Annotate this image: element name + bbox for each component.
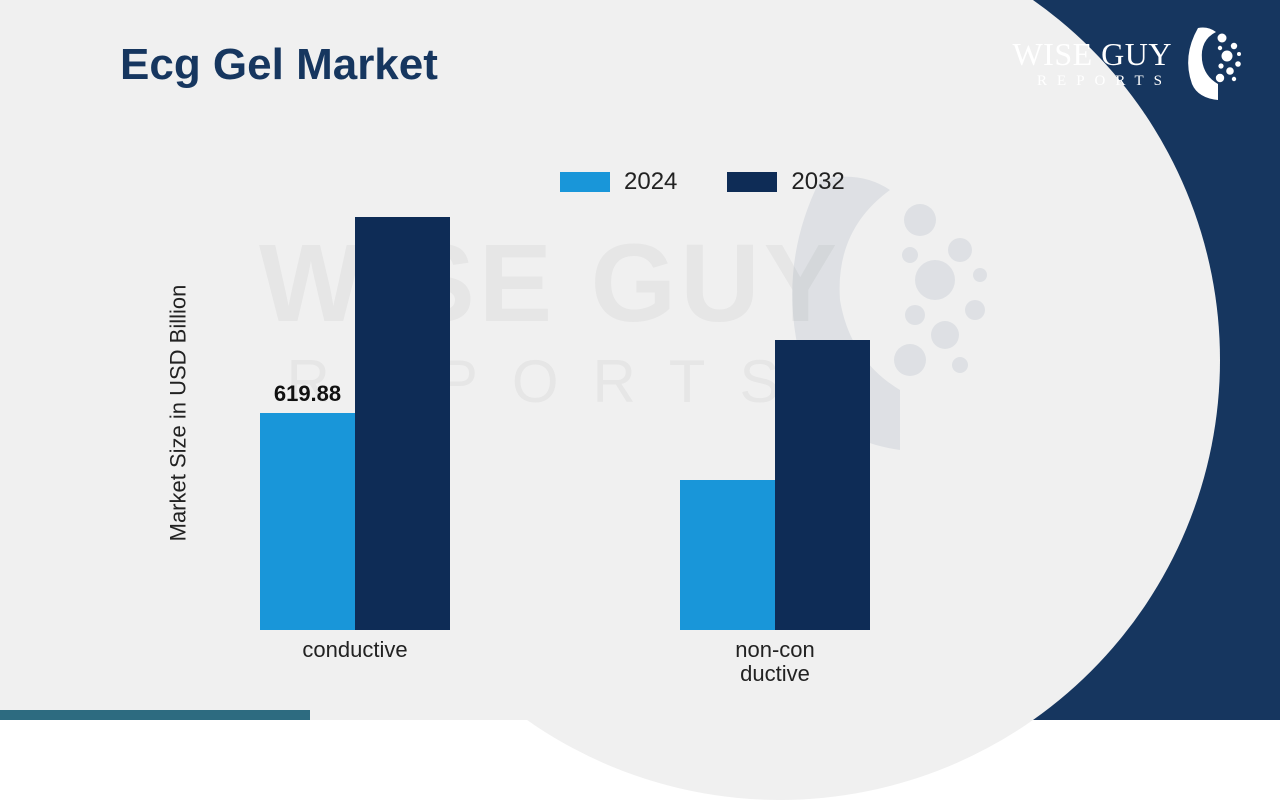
brand-logo: WISE GUY REPORTS [1012, 24, 1250, 102]
logo-line2: REPORTS [1012, 73, 1172, 90]
chart-canvas: WISE GUY REPORTS Ecg Gel Market Market S… [0, 0, 1280, 720]
legend-item-2024: 2024 [560, 168, 677, 196]
logo-head-icon [1180, 24, 1250, 102]
legend-swatch-2024 [560, 172, 610, 192]
legend: 2024 2032 [560, 168, 845, 196]
bar-value-label: 619.88 [260, 381, 355, 407]
bottom-accent-bar [0, 710, 310, 720]
legend-label-2024: 2024 [624, 168, 677, 196]
bar-nonconductive-2032 [775, 340, 870, 631]
legend-swatch-2032 [727, 172, 777, 192]
plot-area: 619.88conductivenon-conductive [120, 210, 970, 630]
legend-item-2032: 2032 [727, 168, 844, 196]
bar-nonconductive-2024 [680, 480, 775, 631]
logo-line1: WISE GUY [1012, 36, 1172, 73]
logo-text: WISE GUY REPORTS [1012, 36, 1172, 90]
chart-title: Ecg Gel Market [120, 40, 438, 90]
bar-conductive-2032 [355, 217, 450, 630]
category-label-conductive: conductive [255, 638, 455, 662]
bar-conductive-2024: 619.88 [260, 413, 355, 630]
category-label-nonconductive: non-conductive [675, 638, 875, 686]
legend-label-2032: 2032 [791, 168, 844, 196]
